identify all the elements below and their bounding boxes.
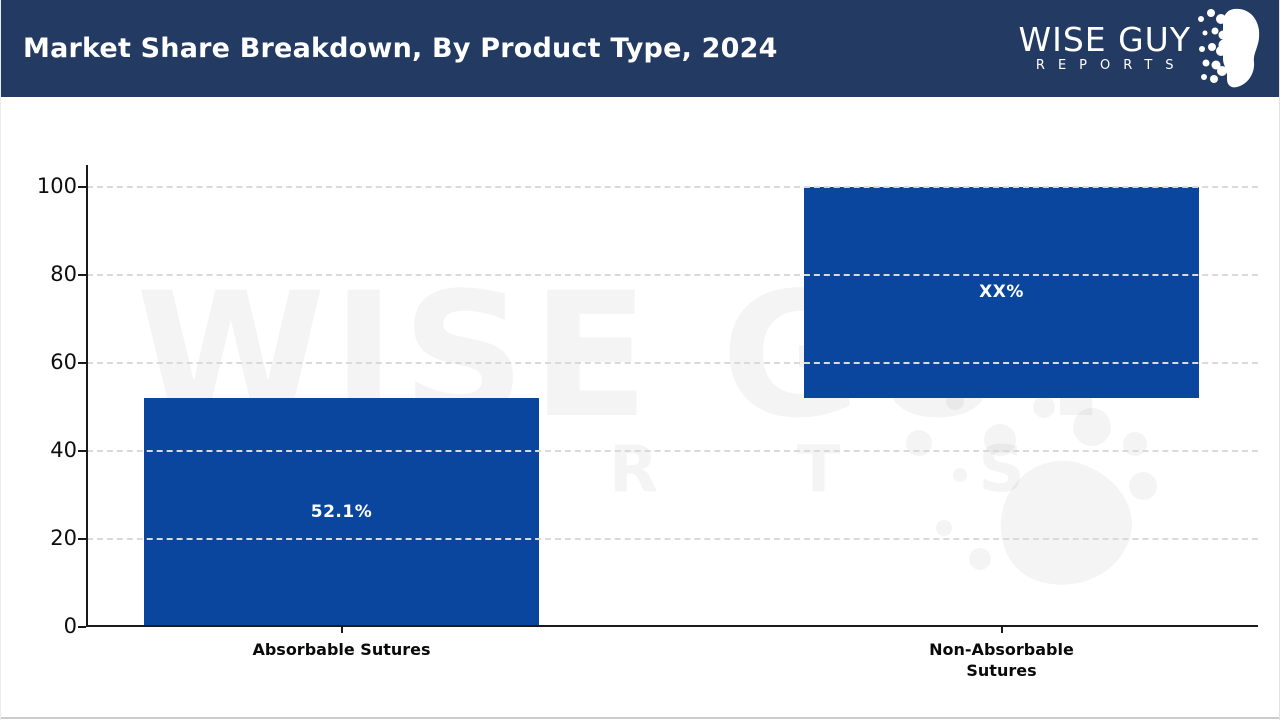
watermark-dot (1123, 432, 1147, 456)
wiseguy-logo-text: WISE GUY REPORTS (1018, 19, 1191, 74)
y-tick-20 (78, 538, 86, 540)
x-category-label: Absorbable Sutures (252, 640, 431, 659)
bar-1: 52.1% (144, 397, 539, 627)
y-tick-80 (78, 274, 86, 276)
watermark-dot (953, 468, 967, 482)
watermark-dot (969, 548, 991, 570)
watermark-dot (1129, 472, 1157, 500)
y-tick-label-20: 20 (50, 526, 77, 550)
logo-subtitle: REPORTS (1035, 58, 1187, 74)
watermark-dot (1073, 408, 1111, 446)
y-tick-40 (78, 450, 86, 452)
watermark-dot (936, 520, 952, 536)
y-tick-label-0: 0 (63, 614, 77, 638)
y-tick-label-100: 100 (36, 174, 77, 198)
gridline-60 (87, 362, 1258, 364)
header-bar: Market Share Breakdown, By Product Type,… (1, 0, 1279, 97)
bar-2: XX% (804, 187, 1199, 398)
y-axis-line (86, 165, 88, 627)
y-tick-label-80: 80 (50, 262, 77, 286)
wiseguy-face-icon (1198, 8, 1260, 88)
x-category-label: Non-Absorbable Sutures (929, 640, 1074, 680)
x-axis-line (86, 625, 1258, 627)
watermark-dot (906, 430, 932, 456)
page-title: Market Share Breakdown, By Product Type,… (23, 33, 778, 64)
y-tick-label-40: 40 (50, 438, 77, 462)
gridline-100 (87, 186, 1258, 188)
bar-value-label: 52.1% (310, 502, 373, 523)
y-tick-label-60: 60 (50, 350, 77, 374)
wiseguy-logo: WISE GUY REPORTS (1018, 6, 1265, 90)
y-tick-0 (78, 626, 86, 628)
gridline-80 (87, 274, 1258, 276)
x-tick-2 (1000, 627, 1003, 633)
y-tick-100 (78, 186, 86, 188)
footer-rule (1, 717, 1279, 719)
bar-value-label: XX% (979, 282, 1024, 303)
watermark-dot (1033, 396, 1055, 418)
watermark-reports: R T S (609, 438, 1083, 502)
gridline-20 (87, 538, 1258, 540)
y-tick-60 (78, 362, 86, 364)
x-tick-1 (340, 627, 343, 633)
gridline-40 (87, 450, 1258, 452)
logo-wordmark: WISE GUY (1018, 19, 1191, 59)
